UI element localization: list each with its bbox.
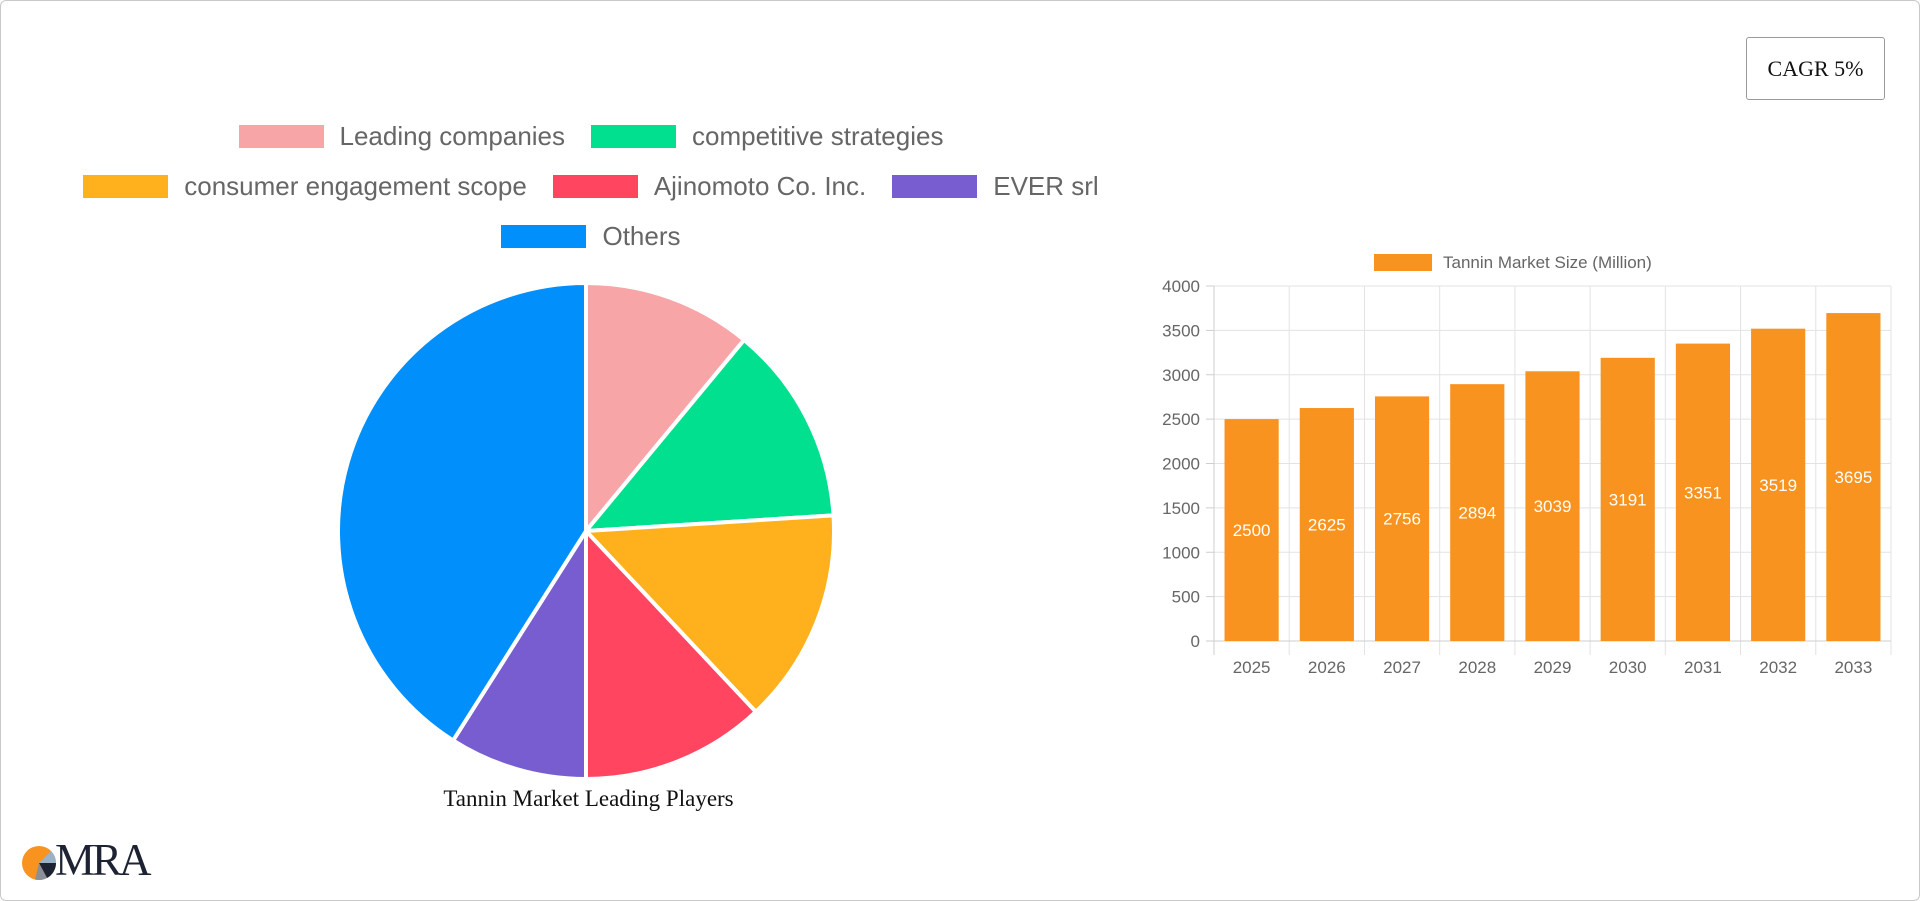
- bar[interactable]: [1374, 396, 1430, 641]
- legend-swatch: [552, 174, 638, 198]
- pie-slice[interactable]: [584, 337, 836, 533]
- bar-legend: Tannin Market Size (Million): [1374, 253, 1652, 272]
- legend-swatch: [892, 174, 978, 198]
- legend-label: Ajinomoto Co. Inc.: [653, 170, 867, 201]
- legend-item[interactable]: competitive strategies: [591, 119, 943, 153]
- pie-legend: Leading companies competitive strategies c…: [41, 119, 1141, 253]
- pie-slice[interactable]: [584, 529, 758, 781]
- bar-value-label: 2500: [1233, 521, 1271, 540]
- bar-value-label: 3351: [1684, 483, 1722, 502]
- x-tick-label: 2029: [1534, 658, 1572, 677]
- y-tick-label: 1000: [1162, 543, 1200, 562]
- bar-value-label: 3039: [1534, 497, 1572, 516]
- legend-item[interactable]: Ajinomoto Co. Inc.: [552, 169, 867, 203]
- legend-label: Others: [602, 220, 681, 251]
- pie-slice[interactable]: [584, 513, 836, 714]
- legend-label: consumer engagement scope: [184, 170, 527, 201]
- bar-value-label: 3191: [1609, 490, 1647, 509]
- y-tick-label: 500: [1172, 588, 1200, 607]
- pie-chart-title: Tannin Market Leading Players: [443, 786, 734, 811]
- bar-value-label: 3695: [1834, 468, 1872, 487]
- bar[interactable]: [1224, 419, 1279, 641]
- bar[interactable]: [1600, 357, 1655, 641]
- y-tick-label: 3000: [1162, 366, 1200, 385]
- x-tick-label: 2028: [1458, 658, 1496, 677]
- legend-label: EVER srl: [993, 170, 1099, 201]
- y-tick-label: 4000: [1162, 277, 1200, 296]
- bar-value-label: 3519: [1759, 476, 1797, 495]
- bar[interactable]: [1675, 343, 1731, 641]
- brand-logo: MRA: [21, 837, 181, 887]
- legend-item[interactable]: Leading companies: [238, 119, 566, 153]
- legend-item[interactable]: EVER srl: [892, 169, 1099, 203]
- legend-label: Leading companies: [339, 120, 566, 151]
- x-tick-label: 2030: [1609, 658, 1647, 677]
- y-tick-label: 2500: [1162, 410, 1200, 429]
- bar[interactable]: [1751, 328, 1806, 641]
- x-tick-label: 2027: [1383, 658, 1421, 677]
- legend-swatch: [238, 124, 324, 148]
- bar-legend-swatch: [1374, 254, 1432, 271]
- legend-item[interactable]: consumer engagement scope: [83, 169, 527, 203]
- bar[interactable]: [1299, 408, 1354, 641]
- x-tick-label: 2025: [1233, 658, 1271, 677]
- y-tick-label: 3500: [1162, 321, 1200, 340]
- x-tick-label: 2031: [1684, 658, 1722, 677]
- legend-swatch: [501, 224, 587, 248]
- legend-label: competitive strategies: [692, 120, 944, 151]
- pie-slice[interactable]: [584, 281, 747, 533]
- bar[interactable]: [1826, 313, 1881, 641]
- bar-chart: Tannin Market Size (Million) 0 500 1000 1500…: [1162, 253, 1892, 677]
- y-tick-label: 0: [1191, 632, 1200, 651]
- x-tick-label: 2032: [1759, 658, 1797, 677]
- x-tick-label: 2026: [1308, 658, 1346, 677]
- bar-value-label: 2625: [1308, 516, 1346, 535]
- bar-value-label: 2756: [1383, 510, 1421, 529]
- bar-legend-label: Tannin Market Size (Million): [1443, 253, 1652, 272]
- pie-slice[interactable]: [336, 281, 588, 743]
- legend-swatch: [83, 174, 169, 198]
- x-tick-label: 2033: [1834, 658, 1872, 677]
- bar[interactable]: [1450, 384, 1505, 641]
- legend-item[interactable]: Others: [501, 219, 681, 253]
- bar[interactable]: [1525, 371, 1580, 641]
- pie-chart: [336, 281, 836, 781]
- pie-slice[interactable]: [451, 529, 588, 781]
- cagr-badge: CAGR 5%: [1746, 37, 1885, 100]
- logo-text: MRA: [55, 835, 152, 885]
- bar-value-label: 2894: [1458, 504, 1496, 523]
- legend-swatch: [591, 124, 677, 148]
- logo-pie-icon: [22, 846, 56, 880]
- y-tick-label: 2000: [1162, 455, 1200, 474]
- y-tick-label: 1500: [1162, 499, 1200, 518]
